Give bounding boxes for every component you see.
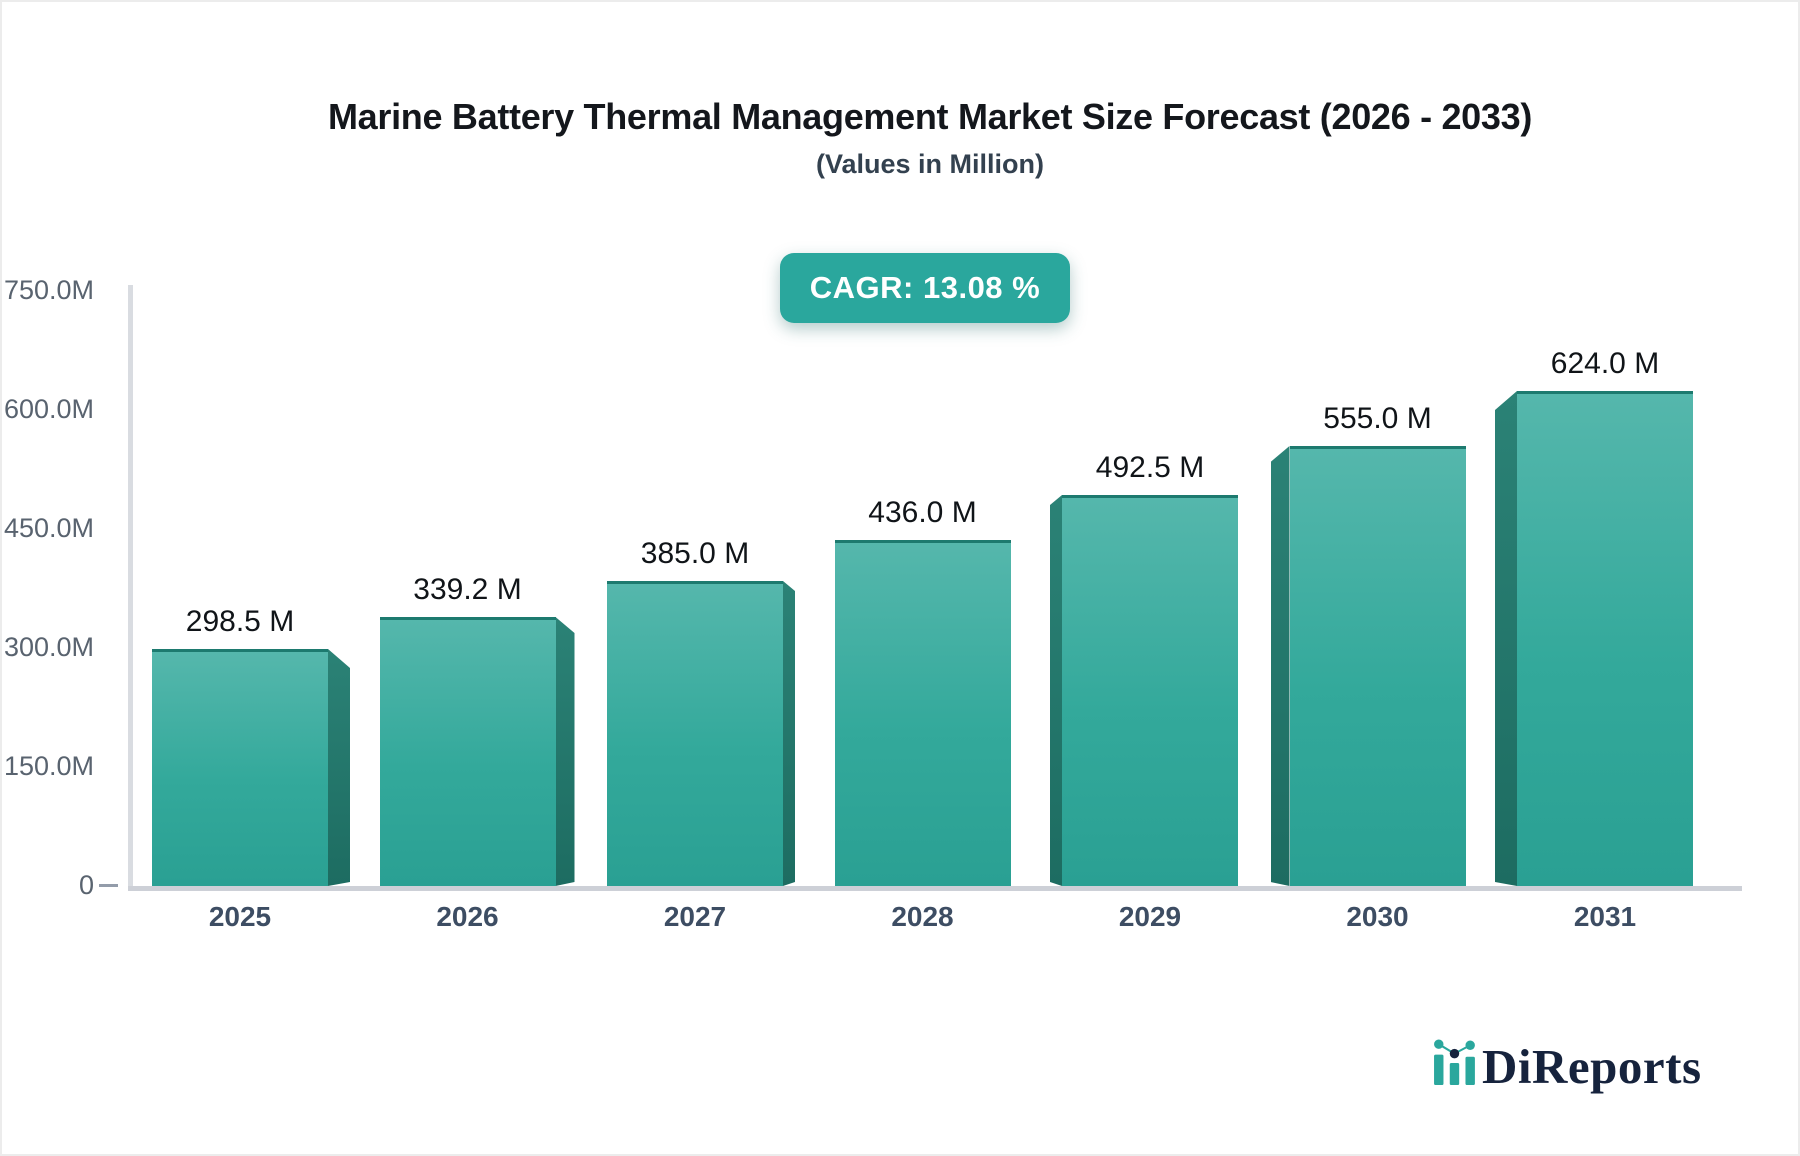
x-axis-label-2031: 2031: [1573, 901, 1637, 932]
bar-3d-side: [1271, 446, 1290, 886]
bar-2025: [152, 649, 328, 886]
direports-logo: DiReports: [1433, 1036, 1702, 1091]
bar-2029: [1062, 495, 1238, 886]
bar-3d-side: [1495, 391, 1517, 886]
x-axis-label-2027: 2027: [663, 901, 727, 932]
bar-3d-side: [556, 617, 575, 886]
bar-2031: [1517, 391, 1693, 886]
bar-value-label: 298.5 M: [185, 605, 295, 638]
bar-2027: [607, 581, 783, 886]
bar-value-label: 436.0 M: [868, 496, 977, 529]
bar-value-label: 385.0 M: [640, 537, 750, 570]
bar-value-label: 555.0 M: [1323, 402, 1432, 435]
y-axis-tick-label: 0: [78, 870, 94, 900]
bar-2028: [834, 540, 1011, 886]
bar-3d-side: [783, 581, 795, 886]
zero-tick-mark: [99, 884, 118, 887]
bar-3d-side: [328, 649, 350, 886]
y-axis-tick-label: 300.0M: [3, 632, 94, 662]
bar-2026: [379, 617, 556, 886]
cagr-badge: CAGR: 13.08 %: [780, 253, 1070, 323]
x-axis-line: [128, 886, 1742, 891]
y-axis-tick-label: 750.0M: [3, 275, 94, 305]
x-axis-label-2025: 2025: [208, 901, 272, 932]
bar-value-label: 492.5 M: [1095, 451, 1205, 484]
x-axis-label-2026: 2026: [436, 901, 499, 932]
bar-3d-side: [1050, 495, 1062, 886]
bar-2030: [1289, 446, 1466, 886]
cagr-badge-label: CAGR: 13.08 %: [809, 270, 1041, 305]
x-axis-label-2030: 2030: [1346, 901, 1409, 932]
bar-sparkline-icon: [1434, 1039, 1475, 1086]
y-axis-tick-label: 150.0M: [3, 751, 94, 781]
chart-subtitle: (Values in Million): [815, 149, 1045, 179]
y-axis-line: [128, 285, 133, 888]
chart-title: Marine Battery Thermal Management Market…: [327, 96, 1533, 137]
y-axis-tick-label: 450.0M: [3, 513, 94, 543]
x-axis-label-2029: 2029: [1118, 901, 1182, 932]
x-axis-label-2028: 2028: [891, 901, 954, 932]
y-axis-tick-label: 600.0M: [3, 394, 94, 424]
bar-value-label: 339.2 M: [413, 573, 522, 606]
logo-text: DiReports: [1482, 1039, 1702, 1094]
bar-value-label: 624.0 M: [1550, 347, 1660, 380]
